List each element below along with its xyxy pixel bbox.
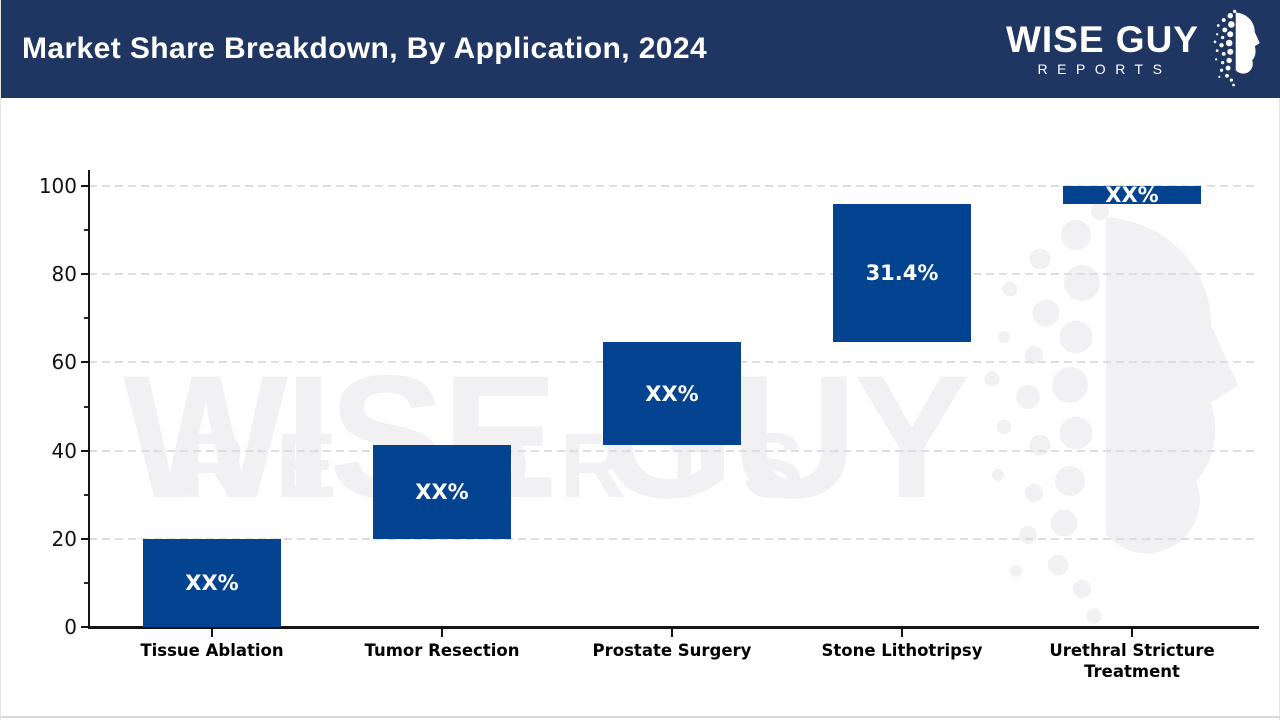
bar-tumor-resection: XX% (373, 445, 511, 539)
y-tick-label-80: 80 (51, 262, 77, 287)
y-tick-mark-60 (81, 361, 89, 364)
category-label-3: Prostate Surgery (592, 641, 752, 660)
x-tick-mark-3 (671, 629, 673, 637)
y-tick-mark-80 (81, 273, 89, 276)
y-minor-tick-10 (84, 581, 89, 584)
category-label-4: Stone Lithotripsy (821, 641, 983, 660)
bar-value-label: XX% (645, 381, 699, 406)
y-minor-tick-90 (84, 229, 89, 232)
bar-value-label: XX% (415, 480, 469, 505)
bar-value-label: XX% (1105, 186, 1159, 204)
bar-value-label: XX% (185, 570, 239, 595)
x-tick-mark-2 (441, 629, 443, 637)
page-title: Market Share Breakdown, By Application, … (22, 32, 708, 65)
bar-value-label: 31.4% (865, 260, 939, 285)
y-tick-label-100: 100 (38, 174, 77, 198)
y-tick-mark-100 (81, 185, 89, 187)
y-tick-label-20: 20 (51, 526, 77, 551)
x-tick-mark-1 (211, 629, 213, 637)
wiseguy-logo: WISE GUY REPORTS (1006, 8, 1263, 90)
y-tick-label-0: 0 (64, 615, 77, 639)
category-label-5: Urethral Stricture Treatment (1049, 641, 1215, 681)
x-tick-mark-5 (1131, 629, 1133, 637)
wiseguy-logo-line2: REPORTS (1037, 60, 1172, 77)
gridline-100 (89, 185, 1258, 187)
category-label-1: Tissue Ablation (140, 641, 284, 660)
header-banner: Market Share Breakdown, By Application, … (1, 0, 1280, 98)
gridline-20 (89, 537, 1258, 540)
y-tick-mark-0 (81, 626, 89, 628)
y-tick-label-60: 60 (51, 350, 77, 375)
bar-stone-lithotripsy: 31.4% (833, 203, 971, 343)
y-minor-tick-50 (84, 405, 89, 408)
bottom-divider (1, 716, 1280, 718)
waterfall-chart: 0 20 40 60 80 100 XX% Tissue Ablation XX% Tumor R… (1, 98, 1280, 720)
bar-urethral-stricture-treatment: XX% (1063, 186, 1201, 204)
bar-tissue-ablation: XX% (143, 538, 281, 627)
x-tick-mark-4 (901, 629, 903, 637)
gridline-40 (89, 449, 1258, 452)
y-axis-line (88, 170, 90, 629)
bar-prostate-surgery: XX% (603, 342, 741, 446)
wiseguy-logo-line1: WISE GUY (1005, 19, 1199, 61)
x-axis-line (88, 626, 1259, 629)
gridline-80 (89, 273, 1258, 276)
wiseguy-face-icon (1213, 9, 1260, 87)
y-tick-label-40: 40 (51, 438, 77, 463)
y-minor-tick-30 (84, 493, 89, 496)
y-tick-mark-20 (81, 537, 89, 540)
category-label-2: Tumor Resection (364, 641, 520, 660)
wiseguy-logo-text: WISE GUY REPORTS (1005, 19, 1199, 77)
y-tick-mark-40 (81, 449, 89, 452)
y-minor-tick-70 (84, 317, 89, 320)
